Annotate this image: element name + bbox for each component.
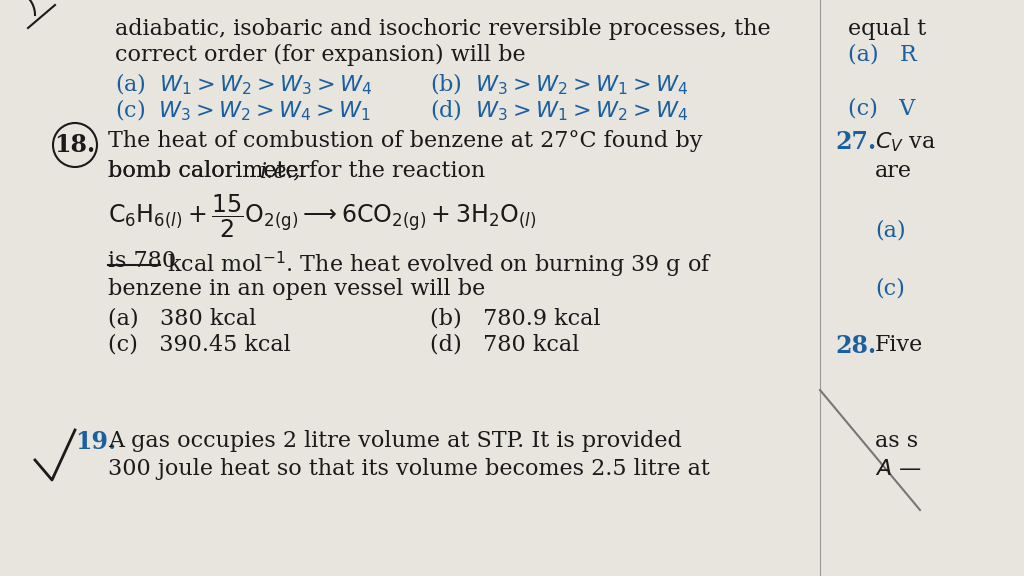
Text: $\mathrm{C_6H_{6(\mathit{l})}} + \dfrac{15}{2}\mathrm{O_{2(g)}} \longrightarrow : $\mathrm{C_6H_{6(\mathit{l})}} + \dfrac{… [108,193,537,240]
Text: (b)  $W_3 > W_2 > W_1 > W_4$: (b) $W_3 > W_2 > W_1 > W_4$ [430,72,688,97]
Text: (c)  $W_3 > W_2 > W_4 > W_1$: (c) $W_3 > W_2 > W_4 > W_1$ [115,98,371,123]
Text: as s: as s [874,430,919,452]
Text: equal t: equal t [848,18,927,40]
Text: A gas occupies 2 litre volume at STP. It is provided: A gas occupies 2 litre volume at STP. It… [108,430,682,452]
Text: (d)  $W_3 > W_1 > W_2 > W_4$: (d) $W_3 > W_1 > W_2 > W_4$ [430,98,688,123]
Text: are: are [874,160,912,182]
Text: Five: Five [874,334,924,356]
Text: $A$ —: $A$ — [874,458,922,480]
Text: 19.: 19. [75,430,116,454]
Text: 18.: 18. [54,133,95,157]
Text: is 780: is 780 [108,250,176,272]
Text: bomb calorimeter: bomb calorimeter [108,160,316,182]
Text: $C_V$ va: $C_V$ va [874,130,936,154]
Text: kcal mol$^{-1}$. The heat evolved on burning 39 g of: kcal mol$^{-1}$. The heat evolved on bur… [160,250,712,280]
Text: i.e.,: i.e., [260,160,302,182]
Text: benzene in an open vessel will be: benzene in an open vessel will be [108,278,485,300]
Text: bomb calorimeter: bomb calorimeter [108,160,316,182]
Text: The heat of combustion of benzene at 27°C found by: The heat of combustion of benzene at 27°… [108,130,702,152]
Text: 300 joule heat so that its volume becomes 2.5 litre at: 300 joule heat so that its volume become… [108,458,710,480]
Text: (a): (a) [874,220,905,242]
Text: (c)   390.45 kcal: (c) 390.45 kcal [108,334,291,356]
Text: correct order (for expansion) will be: correct order (for expansion) will be [115,44,525,66]
Text: (a)   R: (a) R [848,44,916,66]
Text: 27.: 27. [835,130,877,154]
Text: for the reaction: for the reaction [302,160,485,182]
Text: (c): (c) [874,278,905,300]
Text: (d)   780 kcal: (d) 780 kcal [430,334,580,356]
Text: (b)   780.9 kcal: (b) 780.9 kcal [430,308,600,330]
Text: (c)   V: (c) V [848,98,915,120]
Text: adiabatic, isobaric and isochoric reversible processes, the: adiabatic, isobaric and isochoric revers… [115,18,771,40]
Text: (a)   380 kcal: (a) 380 kcal [108,308,256,330]
Text: (a)  $W_1 > W_2 > W_3 > W_4$: (a) $W_1 > W_2 > W_3 > W_4$ [115,72,372,97]
Text: 28.: 28. [835,334,877,358]
